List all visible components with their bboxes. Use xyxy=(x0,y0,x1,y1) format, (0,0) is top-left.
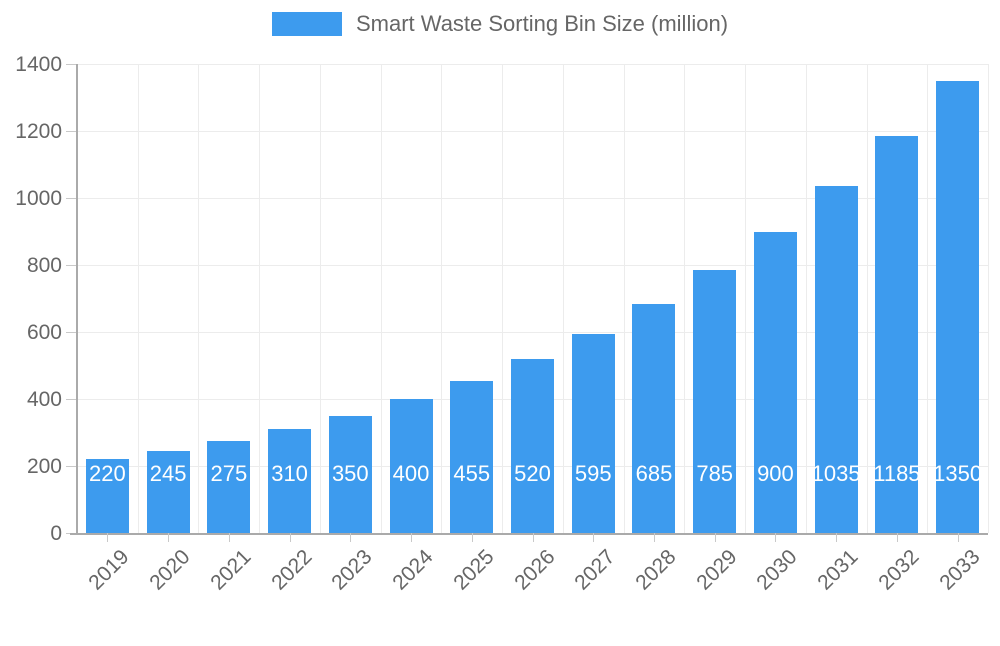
bar[interactable] xyxy=(268,429,312,533)
gridline-vertical xyxy=(684,64,685,533)
y-axis-tick-label: 400 xyxy=(26,388,62,411)
x-axis-tick-mark xyxy=(654,533,655,542)
y-axis-tick-label: 600 xyxy=(26,321,62,344)
y-axis-tick-label: 1000 xyxy=(15,187,62,210)
x-axis-tick-mark xyxy=(958,533,959,542)
y-axis-tick-mark xyxy=(66,466,76,467)
x-axis-tick-mark xyxy=(107,533,108,542)
gridline-vertical xyxy=(441,64,442,533)
x-axis-tick-mark xyxy=(897,533,898,542)
gridline-horizontal xyxy=(77,265,988,266)
bar[interactable] xyxy=(936,80,980,533)
gridline-vertical xyxy=(198,64,199,533)
bar[interactable] xyxy=(632,303,676,533)
gridline-horizontal xyxy=(77,131,988,132)
gridline-horizontal xyxy=(77,64,988,65)
gridline-vertical xyxy=(988,64,989,533)
x-axis-tick-mark xyxy=(411,533,412,542)
x-axis-tick-mark xyxy=(775,533,776,542)
bar[interactable] xyxy=(571,333,615,533)
gridline-vertical xyxy=(138,64,139,533)
gridline-vertical xyxy=(320,64,321,533)
y-axis-tick-label: 200 xyxy=(26,455,62,478)
x-axis-tick-mark xyxy=(168,533,169,542)
gridline-horizontal xyxy=(77,198,988,199)
bar[interactable] xyxy=(207,440,251,533)
y-axis-tick-label: 0 xyxy=(50,522,62,545)
gridline-vertical xyxy=(927,64,928,533)
y-axis-tick-label: 1400 xyxy=(15,53,62,76)
bar[interactable] xyxy=(450,380,494,533)
bar[interactable] xyxy=(875,136,919,533)
bar-chart: Smart Waste Sorting Bin Size (million) 0… xyxy=(0,12,1000,595)
gridline-vertical xyxy=(502,64,503,533)
y-axis-tick-mark xyxy=(66,198,76,199)
x-axis-tick-mark xyxy=(715,533,716,542)
gridline-vertical xyxy=(867,64,868,533)
bar[interactable] xyxy=(389,399,433,533)
y-axis-tick-mark xyxy=(66,332,76,333)
y-axis-tick-label: 800 xyxy=(26,254,62,277)
gridline-vertical xyxy=(381,64,382,533)
bar[interactable] xyxy=(814,186,858,533)
y-axis-tick-label: 1200 xyxy=(15,120,62,143)
x-axis-tick-mark xyxy=(290,533,291,542)
x-axis-tick-mark xyxy=(836,533,837,542)
chart-legend: Smart Waste Sorting Bin Size (million) xyxy=(0,12,1000,36)
legend-label-smart-waste-sorting-bin-size[interactable]: Smart Waste Sorting Bin Size (million) xyxy=(355,11,729,36)
bar[interactable] xyxy=(753,231,797,533)
x-axis-tick-mark xyxy=(533,533,534,542)
y-axis-tick-mark xyxy=(66,64,76,65)
gridline-vertical xyxy=(806,64,807,533)
legend-swatch-smart-waste-sorting-bin-size[interactable] xyxy=(271,12,342,36)
bar[interactable] xyxy=(693,270,737,533)
gridline-vertical xyxy=(563,64,564,533)
x-axis-tick-mark xyxy=(593,533,594,542)
bar[interactable] xyxy=(146,450,190,533)
plot-area: 220 245 275 310 350 400 455 520 595 685 785 900 1035… xyxy=(77,64,989,533)
x-axis-line xyxy=(70,533,988,535)
y-axis-line xyxy=(76,64,78,534)
gridline-horizontal xyxy=(77,332,988,333)
bar[interactable] xyxy=(511,358,554,533)
gridline-vertical xyxy=(745,64,746,533)
x-axis-tick-mark xyxy=(229,533,230,542)
y-axis-tick-mark xyxy=(66,131,76,132)
bar[interactable] xyxy=(328,415,372,533)
x-axis-tick-mark xyxy=(472,533,473,542)
gridline-vertical xyxy=(624,64,625,533)
bar[interactable] xyxy=(85,459,129,533)
gridline-vertical xyxy=(259,64,260,533)
y-axis-tick-mark xyxy=(66,399,76,400)
x-axis-tick-mark xyxy=(350,533,351,542)
y-axis-tick-mark xyxy=(66,265,76,266)
